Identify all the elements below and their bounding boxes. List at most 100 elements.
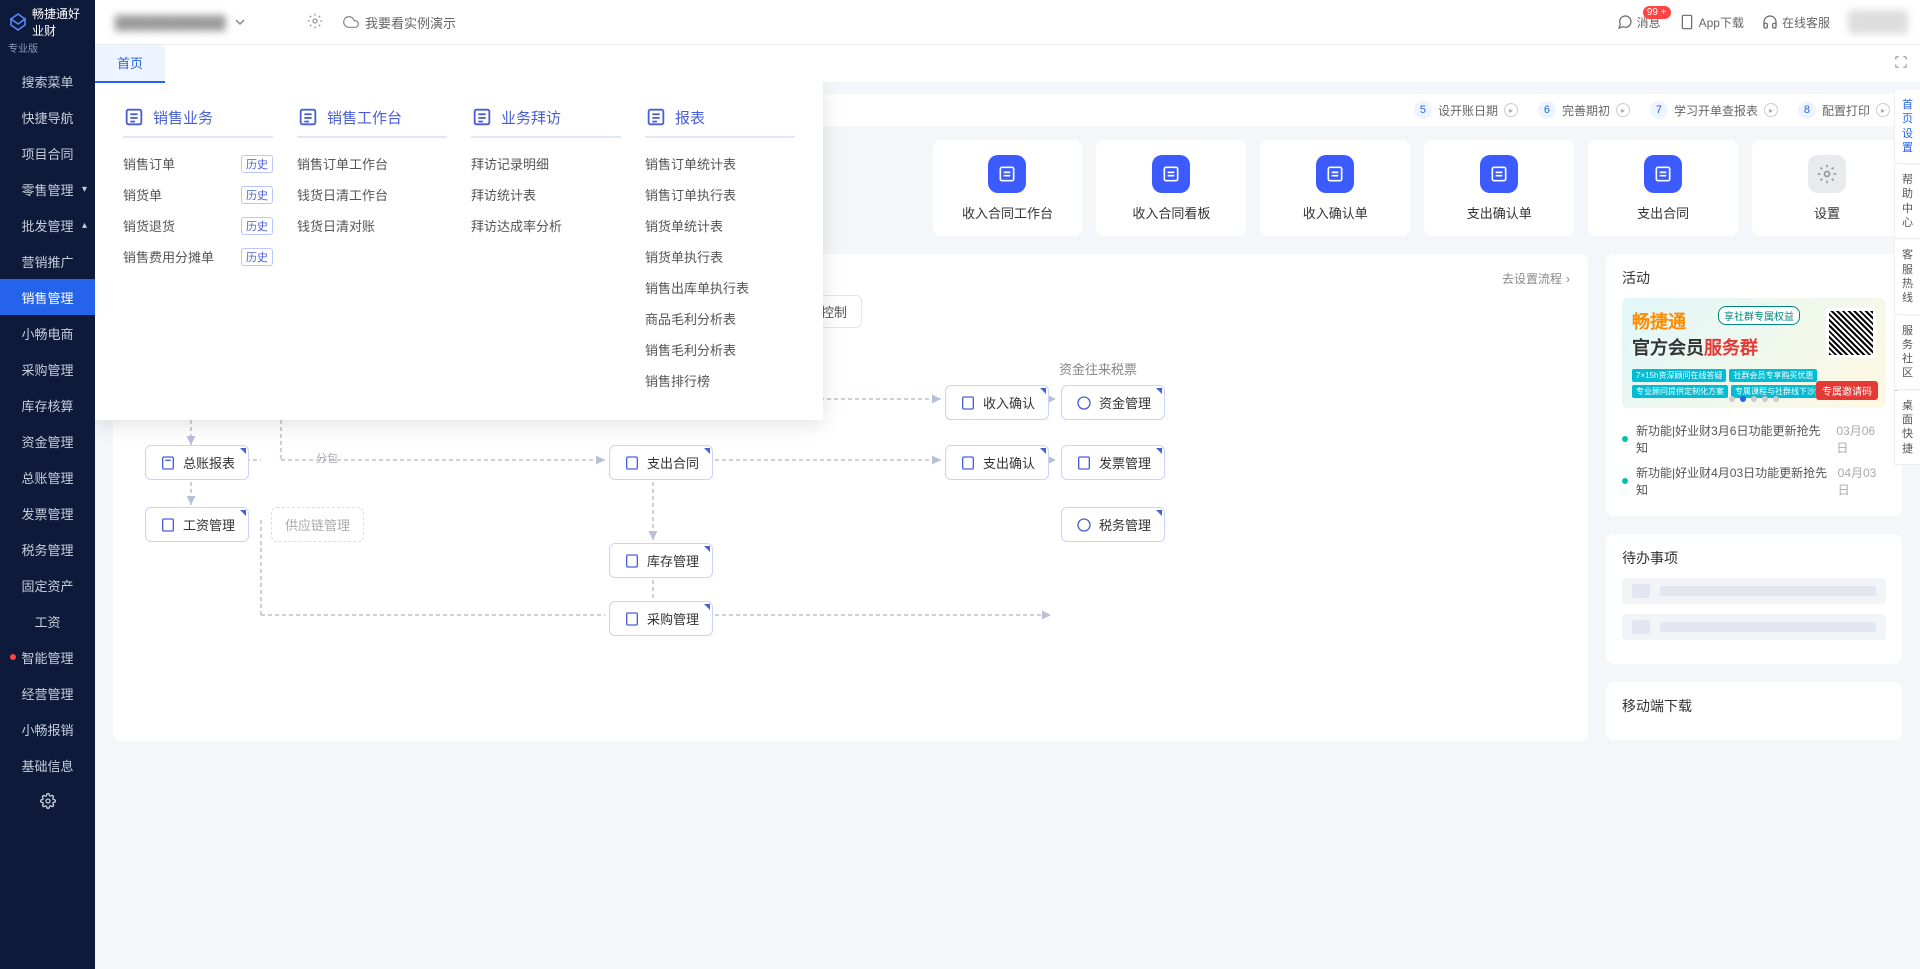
sidebar-item[interactable]: 智能管理	[0, 639, 95, 675]
setup-step[interactable]: 5设开账日期▸	[1414, 101, 1518, 119]
sidebar-item[interactable]: 采购管理	[0, 351, 95, 387]
right-float-item[interactable]: 桌面快捷	[1894, 391, 1920, 465]
sidebar-item[interactable]: 发票管理	[0, 495, 95, 531]
setup-step[interactable]: 8配置打印▸	[1798, 101, 1890, 119]
mega-menu-item[interactable]: 钱货日清对账	[297, 210, 447, 241]
activity-title: 活动	[1622, 268, 1886, 288]
sidebar-item[interactable]: 零售管理▾	[0, 171, 95, 207]
mega-menu-item[interactable]: 拜访达成率分析	[471, 210, 621, 241]
fullscreen-icon[interactable]	[1882, 55, 1920, 72]
quick-card[interactable]: 设置	[1752, 140, 1902, 236]
brand-icon	[8, 12, 28, 32]
chevron-down-icon	[234, 16, 246, 28]
sidebar-item[interactable]: 项目合同	[0, 135, 95, 171]
quick-card[interactable]: 收入合同看板	[1096, 140, 1246, 236]
setup-process-link[interactable]: 去设置流程 ›	[1502, 270, 1570, 287]
quick-card[interactable]: 支出确认单	[1424, 140, 1574, 236]
node-invoice[interactable]: 发票管理	[1061, 445, 1165, 480]
mega-column: 报表销售订单统计表销售订单执行表销货单统计表销货单执行表销售出库单执行表商品毛利…	[645, 106, 795, 396]
sidebar-item[interactable]: 快捷导航	[0, 99, 95, 135]
sidebar-settings-icon[interactable]	[0, 783, 95, 819]
todo-skeleton	[1622, 578, 1886, 604]
mega-menu-item[interactable]: 销售订单统计表	[645, 148, 795, 179]
history-tag[interactable]: 历史	[241, 248, 273, 266]
mega-menu-item[interactable]: 销售出库单执行表	[645, 272, 795, 303]
sidebar-item[interactable]: 工资	[0, 603, 95, 639]
mega-menu-item[interactable]: 销售订单历史	[123, 148, 273, 179]
mega-menu-item[interactable]: 销货单历史	[123, 179, 273, 210]
right-float-item[interactable]: 首页设置	[1894, 90, 1920, 164]
sidebar-item[interactable]: 资金管理	[0, 423, 95, 459]
node-purchase[interactable]: 采购管理	[609, 601, 713, 636]
step-play-icon[interactable]: ▸	[1876, 103, 1890, 117]
bullet-icon	[1622, 478, 1628, 484]
mega-menu-item[interactable]: 销货单执行表	[645, 241, 795, 272]
quick-card[interactable]: 收入合同工作台	[933, 140, 1083, 236]
activity-panel: 活动 畅捷通 享社群专属权益 官方会员服务群 7×15h资深顾问在线答疑社群会员…	[1606, 254, 1902, 516]
setup-step[interactable]: 7学习开单查报表▸	[1650, 101, 1778, 119]
sidebar-item[interactable]: 基础信息	[0, 747, 95, 783]
mega-menu-item[interactable]: 销售毛利分析表	[645, 334, 795, 365]
sidebar: 畅捷通好业财 专业版 搜索菜单快捷导航项目合同零售管理▾批发管理▴营销推广销售管…	[0, 0, 95, 969]
setup-step[interactable]: 6完善期初▸	[1538, 101, 1630, 119]
right-float-item[interactable]: 服务社区	[1894, 316, 1920, 390]
sidebar-item[interactable]: 总账管理	[0, 459, 95, 495]
right-float-item[interactable]: 帮助中心	[1894, 165, 1920, 239]
user-avatar-blurred[interactable]	[1848, 10, 1908, 34]
promo-banner[interactable]: 畅捷通 享社群专属权益 官方会员服务群 7×15h资深顾问在线答疑社群会员专享购…	[1622, 298, 1886, 408]
step-play-icon[interactable]: ▸	[1616, 103, 1630, 117]
mega-menu-item[interactable]: 销售订单执行表	[645, 179, 795, 210]
org-selector[interactable]: ████████████	[107, 11, 307, 34]
mega-menu-item[interactable]: 销售订单工作台	[297, 148, 447, 179]
sidebar-item[interactable]: 搜索菜单	[0, 63, 95, 99]
demo-link[interactable]: 我要看实例演示	[343, 13, 456, 32]
customer-service-button[interactable]: 在线客服	[1762, 14, 1830, 31]
node-expense-contract[interactable]: 支出合同	[609, 445, 713, 480]
sidebar-item[interactable]: 销售管理	[0, 279, 95, 315]
node-inventory[interactable]: 库存管理	[609, 543, 713, 578]
sidebar-item[interactable]: 经营管理	[0, 675, 95, 711]
doc-icon	[159, 516, 177, 534]
mega-menu-item[interactable]: 拜访统计表	[471, 179, 621, 210]
mega-menu-item[interactable]: 钱货日清工作台	[297, 179, 447, 210]
node-fund[interactable]: 资金管理	[1061, 385, 1165, 420]
node-ledger[interactable]: 总账报表	[145, 445, 249, 480]
card-icon	[1152, 155, 1190, 193]
node-tax[interactable]: 税务管理	[1061, 507, 1165, 542]
quick-card[interactable]: 收入确认单	[1260, 140, 1410, 236]
quick-card[interactable]: 支出合同	[1588, 140, 1738, 236]
messages-button[interactable]: 消息 99 +	[1617, 14, 1661, 31]
gear-icon[interactable]	[307, 13, 323, 32]
history-tag[interactable]: 历史	[241, 186, 273, 204]
mega-menu-item[interactable]: 销售排行榜	[645, 365, 795, 396]
sidebar-item[interactable]: 营销推广	[0, 243, 95, 279]
mega-menu-item[interactable]: 拜访记录明细	[471, 148, 621, 179]
news-item[interactable]: 新功能|好业财3月6日功能更新抢先知03月06日	[1622, 418, 1886, 460]
sidebar-item[interactable]: 税务管理	[0, 531, 95, 567]
todo-panel: 待办事项	[1606, 534, 1902, 664]
mega-menu-item[interactable]: 商品毛利分析表	[645, 303, 795, 334]
right-float-item[interactable]: 客服热线	[1894, 240, 1920, 314]
app-download-button[interactable]: App下载	[1679, 14, 1744, 31]
node-expense-confirm[interactable]: 支出确认	[945, 445, 1049, 480]
sidebar-item[interactable]: 小畅电商	[0, 315, 95, 351]
sidebar-item[interactable]: 库存核算	[0, 387, 95, 423]
sidebar-item[interactable]: 固定资产	[0, 567, 95, 603]
sidebar-item[interactable]: 小畅报销	[0, 711, 95, 747]
step-play-icon[interactable]: ▸	[1504, 103, 1518, 117]
mega-menu-item[interactable]: 销售费用分摊单历史	[123, 241, 273, 272]
history-tag[interactable]: 历史	[241, 217, 273, 235]
step-play-icon[interactable]: ▸	[1764, 103, 1778, 117]
history-tag[interactable]: 历史	[241, 155, 273, 173]
column-icon	[123, 106, 145, 128]
tab-home[interactable]: 首页	[95, 45, 165, 83]
news-item[interactable]: 新功能|好业财4月03日功能更新抢先知04月03日	[1622, 460, 1886, 502]
mega-menu-item[interactable]: 销货退货历史	[123, 210, 273, 241]
mega-menu-item[interactable]: 销货单统计表	[645, 210, 795, 241]
card-icon	[1808, 155, 1846, 193]
sidebar-item[interactable]: 批发管理▴	[0, 207, 95, 243]
node-salary[interactable]: 工资管理	[145, 507, 249, 542]
card-icon	[1316, 155, 1354, 193]
carousel-dots[interactable]	[1729, 396, 1779, 402]
node-income-confirm[interactable]: 收入确认	[945, 385, 1049, 420]
